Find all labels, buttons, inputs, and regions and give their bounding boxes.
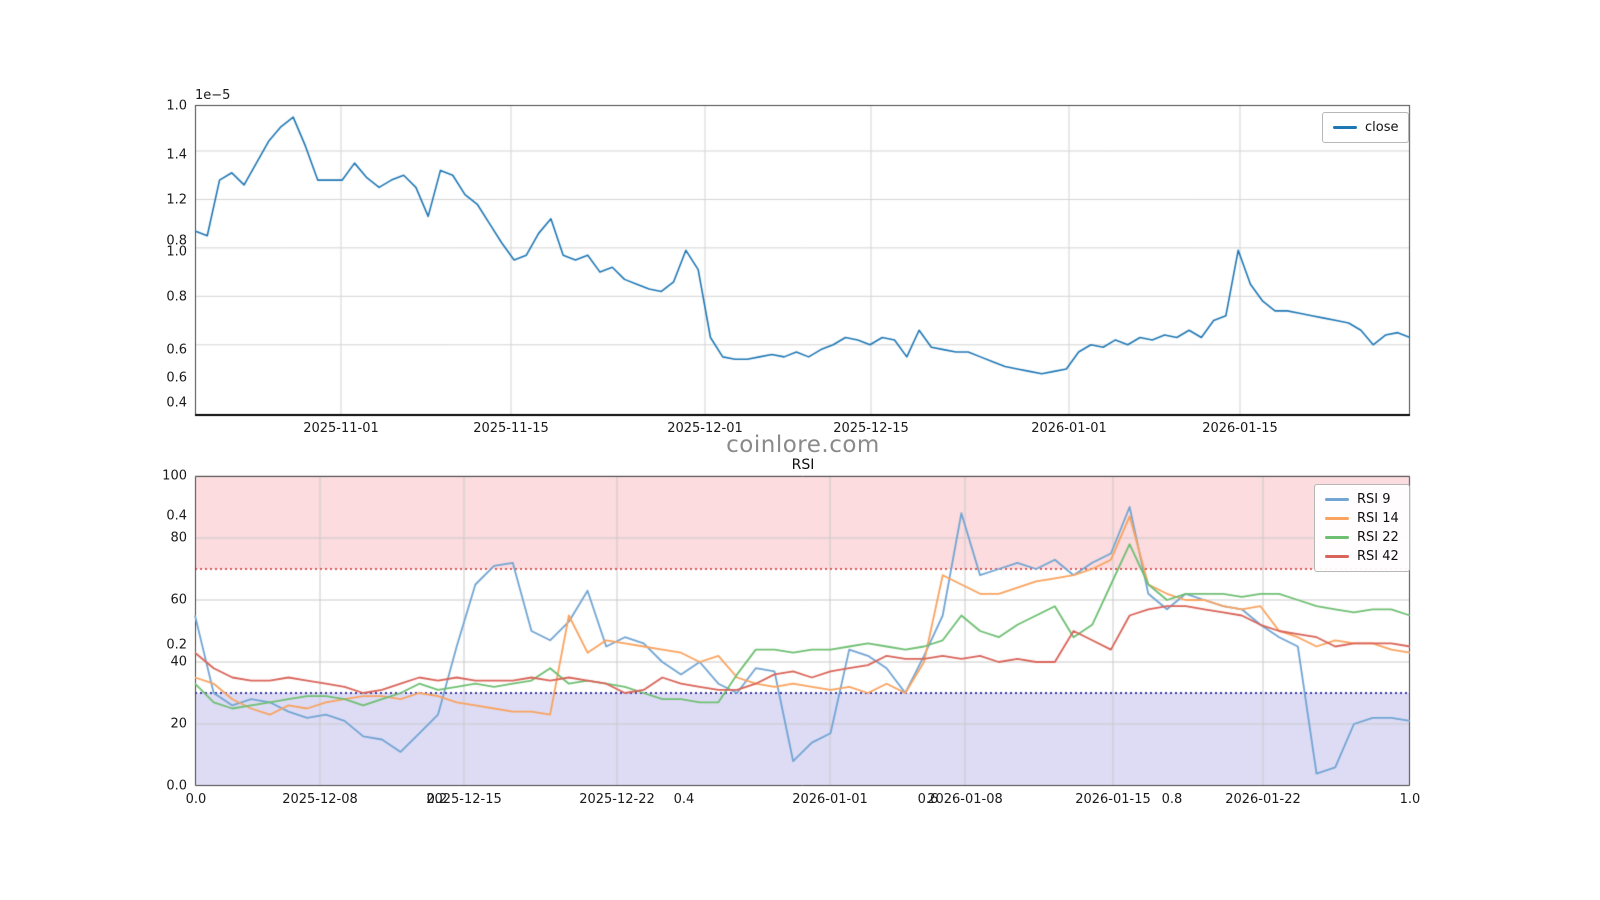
legend-label-rsi14: RSI 14: [1357, 511, 1399, 526]
tick-label: 1.0: [166, 244, 187, 260]
tick-label: 2025-12-22: [579, 792, 655, 807]
rsi9-line-swatch: [1325, 498, 1349, 501]
tick-label: 0.4: [673, 792, 695, 807]
tick-label: 1.4: [166, 147, 187, 163]
tick-label: 0.8: [166, 289, 187, 305]
tick-label: 0.2: [426, 792, 448, 807]
tick-label: 2025-12-08: [282, 792, 358, 807]
legend-label-rsi42: RSI 42: [1357, 549, 1399, 564]
tick-label: 2025-12-15: [426, 792, 502, 807]
rsi14-line-swatch: [1325, 517, 1349, 520]
legend-item-rsi22: RSI 22: [1325, 528, 1399, 547]
tick-label: 60: [170, 592, 187, 608]
tick-label: 0.6: [166, 370, 187, 386]
tick-label: 2026-01-08: [927, 792, 1003, 807]
rsi22-line-swatch: [1325, 536, 1349, 539]
tick-label: 2026-01-15: [1202, 421, 1278, 436]
tick-label: 1.0: [1399, 792, 1421, 807]
tick-label: 0.6: [166, 342, 187, 358]
tick-label: 0.2: [166, 637, 187, 653]
legend-label-rsi22: RSI 22: [1357, 530, 1399, 545]
tick-label: 0.4: [166, 395, 187, 411]
legend-label-close: close: [1365, 120, 1399, 135]
tick-label: 0.8: [1161, 792, 1183, 807]
tick-label: 2025-11-01: [303, 421, 379, 436]
tick-label: 1.2: [166, 192, 187, 208]
tick-label: 0.4: [166, 508, 187, 524]
tick-label: 0.0: [166, 778, 187, 794]
legend-item-rsi14: RSI 14: [1325, 509, 1399, 528]
watermark: coinlore.com: [726, 432, 880, 458]
rsi42-line-swatch: [1325, 555, 1349, 558]
tick-label: 2025-12-15: [833, 421, 909, 436]
tick-label: 2026-01-22: [1225, 792, 1301, 807]
tick-label: 0.0: [185, 792, 207, 807]
tick-label: 40: [170, 654, 187, 670]
rsi-subplot-title: RSI: [791, 457, 815, 473]
tick-label: 1.0: [166, 98, 187, 114]
tick-label: 2026-01-01: [792, 792, 868, 807]
price-legend: close: [1322, 112, 1410, 143]
tick-label: 2026-01-01: [1031, 421, 1107, 436]
tick-label: 0.6: [917, 792, 939, 807]
legend-item-rsi42: RSI 42: [1325, 547, 1399, 566]
legend-label-rsi9: RSI 9: [1357, 492, 1391, 507]
tick-label: 80: [170, 530, 187, 546]
rsi-legend: RSI 9 RSI 14 RSI 22 RSI 42: [1314, 484, 1410, 572]
legend-item-close: close: [1333, 118, 1398, 137]
legend-item-rsi9: RSI 9: [1325, 490, 1399, 509]
tick-label: 0.8: [166, 233, 187, 249]
tick-label: 20: [170, 716, 187, 732]
tick-label: 2025-11-15: [473, 421, 549, 436]
tick-label: 2026-01-15: [1075, 792, 1151, 807]
close-line-swatch: [1333, 126, 1357, 129]
tick-label: 2025-12-01: [667, 421, 743, 436]
tick-label: 100: [162, 468, 187, 484]
y-axis-offset-label: 1e−5: [195, 88, 231, 103]
